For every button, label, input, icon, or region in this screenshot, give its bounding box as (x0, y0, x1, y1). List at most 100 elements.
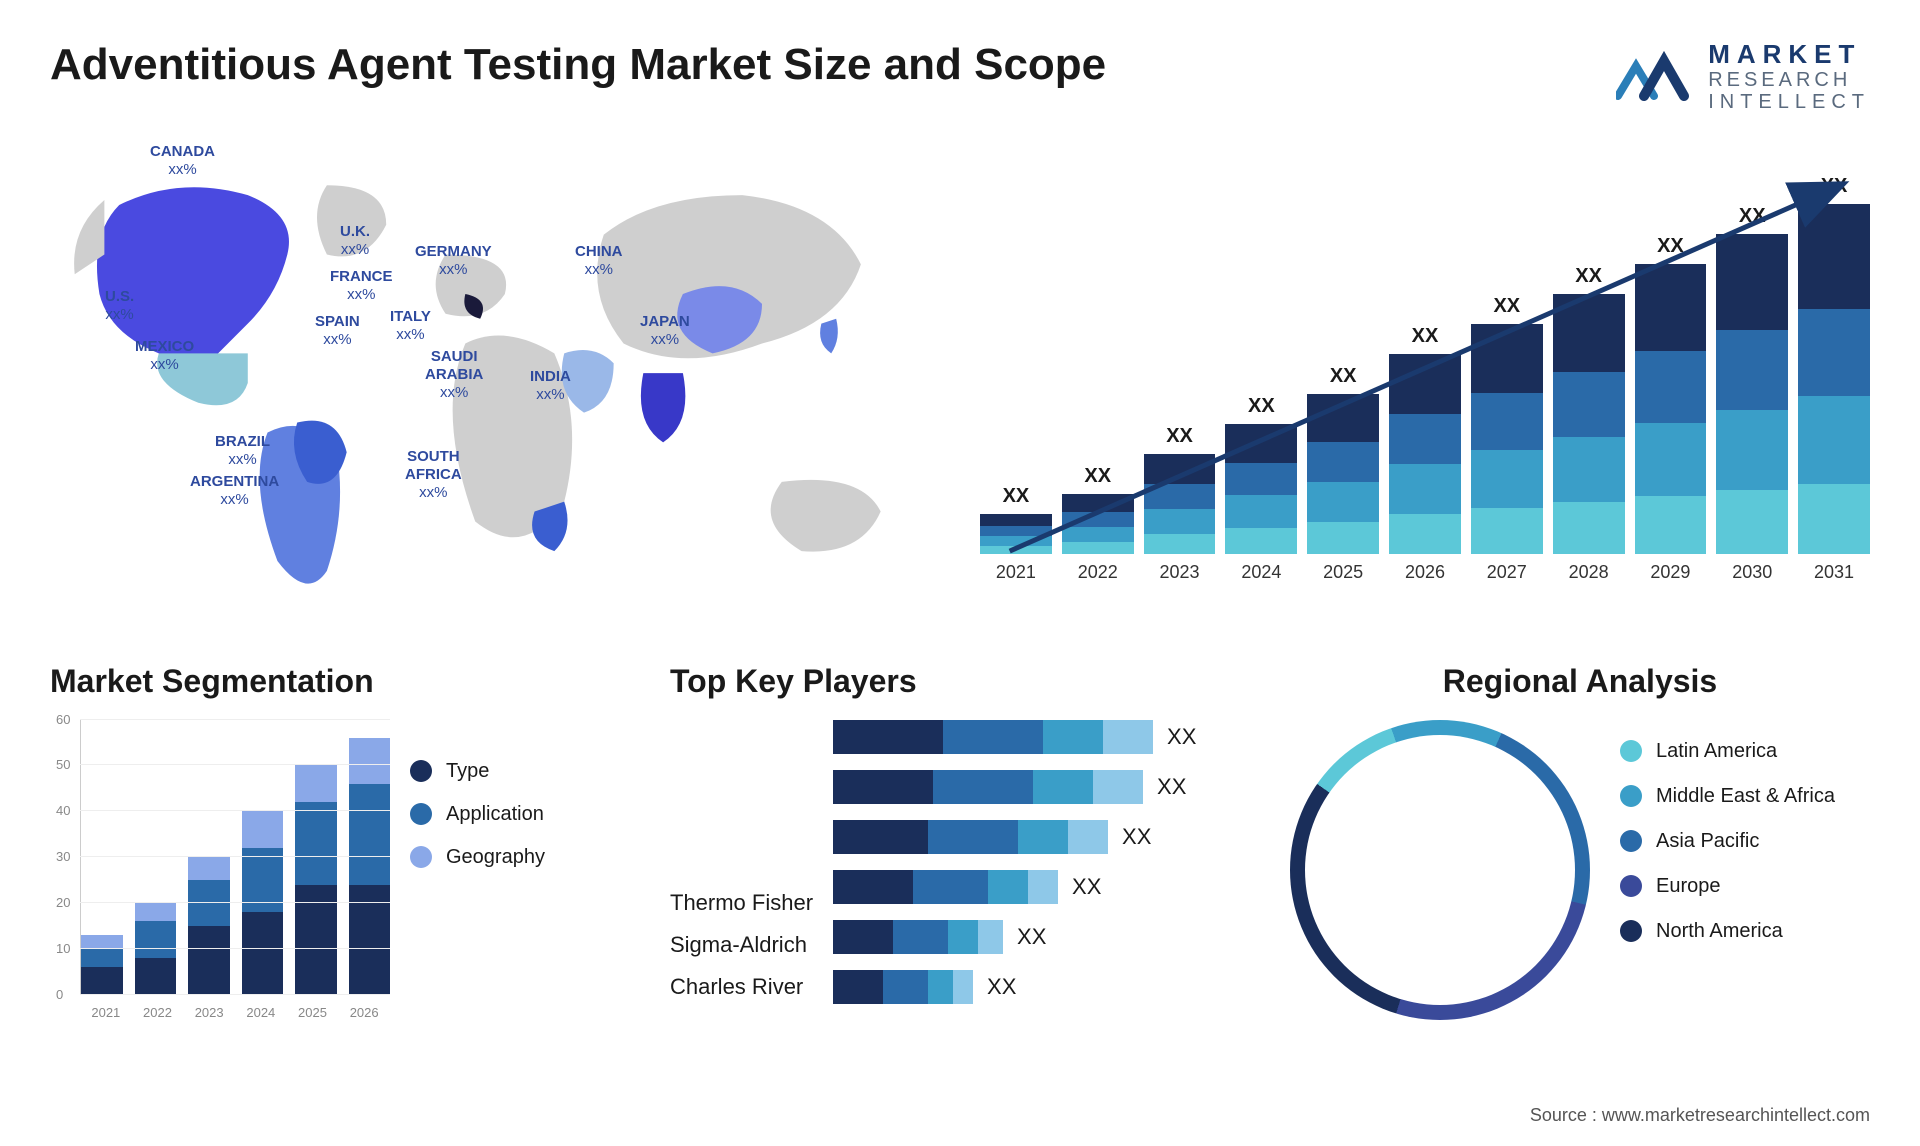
segmentation-bar (295, 765, 337, 994)
segmentation-title: Market Segmentation (50, 663, 630, 700)
forecast-value-label: XX (1166, 425, 1193, 448)
key-player-bar: XX (833, 720, 1250, 754)
key-player-bar: XX (833, 970, 1250, 1004)
regional-panel: Regional Analysis Latin AmericaMiddle Ea… (1290, 663, 1870, 1063)
x-tick-label: 2026 (350, 1005, 379, 1020)
forecast-bar: XX 2025 (1307, 365, 1379, 583)
key-player-bar: XX (833, 770, 1250, 804)
x-tick-label: 2025 (298, 1005, 327, 1020)
segmentation-bar (349, 738, 391, 995)
forecast-year-label: 2022 (1078, 562, 1118, 583)
key-player-label: Charles River (670, 974, 813, 1000)
source-attribution: Source : www.marketresearchintellect.com (1530, 1105, 1870, 1126)
legend-dot-icon (1620, 920, 1642, 942)
key-player-value: XX (1017, 924, 1046, 950)
forecast-value-label: XX (1575, 265, 1602, 288)
forecast-bar: XX 2030 (1716, 205, 1788, 583)
forecast-value-label: XX (1739, 205, 1766, 228)
legend-item: Application (410, 803, 545, 826)
legend-dot-icon (1620, 830, 1642, 852)
map-country-label: INDIAxx% (530, 368, 571, 404)
forecast-bar: XX 2028 (1553, 265, 1625, 583)
forecast-value-label: XX (1821, 175, 1848, 198)
legend-dot-icon (410, 803, 432, 825)
key-player-value: XX (1167, 724, 1196, 750)
y-tick-label: 50 (56, 757, 70, 772)
forecast-value-label: XX (1084, 465, 1111, 488)
forecast-bar: XX 2027 (1471, 295, 1543, 583)
logo-text-3: INTELLECT (1708, 91, 1870, 113)
world-map-icon (50, 143, 940, 623)
page-title: Adventitious Agent Testing Market Size a… (50, 40, 1106, 90)
logo-text-1: MARKET (1708, 40, 1870, 69)
key-player-bar: XX (833, 920, 1250, 954)
map-country-label: CHINAxx% (575, 243, 623, 279)
segmentation-bar (242, 811, 284, 994)
key-player-label: Sigma-Aldrich (670, 932, 813, 958)
regional-donut-chart (1290, 720, 1590, 1020)
map-country-label: SAUDIARABIAxx% (425, 348, 483, 402)
key-players-title: Top Key Players (670, 663, 1250, 700)
map-country-label: BRAZILxx% (215, 433, 270, 469)
forecast-year-label: 2030 (1732, 562, 1772, 583)
x-tick-label: 2022 (143, 1005, 172, 1020)
forecast-value-label: XX (1330, 365, 1357, 388)
legend-label: Geography (446, 846, 545, 869)
segmentation-legend: Type Application Geography (410, 720, 545, 1020)
key-players-labels: Thermo Fisher Sigma-Aldrich Charles River (670, 720, 813, 1004)
forecast-year-label: 2031 (1814, 562, 1854, 583)
y-tick-label: 60 (56, 712, 70, 727)
map-country-label: U.K.xx% (340, 223, 370, 259)
forecast-bar: XX2026 (1389, 325, 1461, 583)
forecast-bar: XX2021 (980, 485, 1052, 583)
legend-label: Asia Pacific (1656, 830, 1759, 853)
legend-dot-icon (1620, 785, 1642, 807)
forecast-value-label: XX (1493, 295, 1520, 318)
segmentation-bar (135, 903, 177, 995)
forecast-year-label: 2029 (1650, 562, 1690, 583)
x-tick-label: 2024 (246, 1005, 275, 1020)
regional-legend: Latin AmericaMiddle East & AfricaAsia Pa… (1620, 720, 1835, 943)
legend-label: Europe (1656, 875, 1721, 898)
key-player-label: Thermo Fisher (670, 890, 813, 916)
legend-item: Type (410, 760, 545, 783)
forecast-year-label: 2026 (1405, 562, 1445, 583)
y-tick-label: 30 (56, 849, 70, 864)
forecast-value-label: XX (1657, 235, 1684, 258)
map-country-label: U.S.xx% (105, 288, 134, 324)
key-player-value: XX (1072, 874, 1101, 900)
key-player-value: XX (1157, 774, 1186, 800)
forecast-year-label: 2027 (1487, 562, 1527, 583)
map-country-label: SOUTHAFRICAxx% (405, 448, 462, 502)
y-tick-label: 20 (56, 895, 70, 910)
map-country-label: CANADAxx% (150, 143, 215, 179)
map-country-label: ARGENTINAxx% (190, 473, 279, 509)
map-country-label: SPAINxx% (315, 313, 360, 349)
forecast-bar: XX 2022 (1062, 465, 1134, 583)
map-country-label: MEXICOxx% (135, 338, 194, 374)
map-country-label: GERMANYxx% (415, 243, 492, 279)
legend-label: Application (446, 803, 544, 826)
legend-item: North America (1620, 920, 1835, 943)
key-player-bar: XX (833, 820, 1250, 854)
forecast-chart: XX2021XX2022XX2023XX2024XX2025XX2026XX20… (980, 143, 1870, 623)
legend-label: Middle East & Africa (1656, 785, 1835, 808)
y-tick-label: 40 (56, 803, 70, 818)
segmentation-bar (188, 857, 230, 994)
logo-text-2: RESEARCH (1708, 69, 1870, 91)
key-player-value: XX (987, 974, 1016, 1000)
legend-dot-icon (410, 760, 432, 782)
key-player-value: XX (1122, 824, 1151, 850)
forecast-year-label: 2025 (1323, 562, 1363, 583)
y-tick-label: 0 (56, 987, 63, 1002)
segmentation-bar (81, 935, 123, 995)
forecast-value-label: XX (1248, 395, 1275, 418)
regional-title: Regional Analysis (1290, 663, 1870, 700)
key-player-bar: XX (833, 870, 1250, 904)
segmentation-chart: 0102030405060202120222023202420252026 (50, 720, 390, 1020)
forecast-year-label: 2021 (996, 562, 1036, 583)
donut-hole (1305, 735, 1575, 1005)
legend-item: Middle East & Africa (1620, 785, 1835, 808)
forecast-year-label: 2028 (1569, 562, 1609, 583)
forecast-year-label: 2024 (1241, 562, 1281, 583)
